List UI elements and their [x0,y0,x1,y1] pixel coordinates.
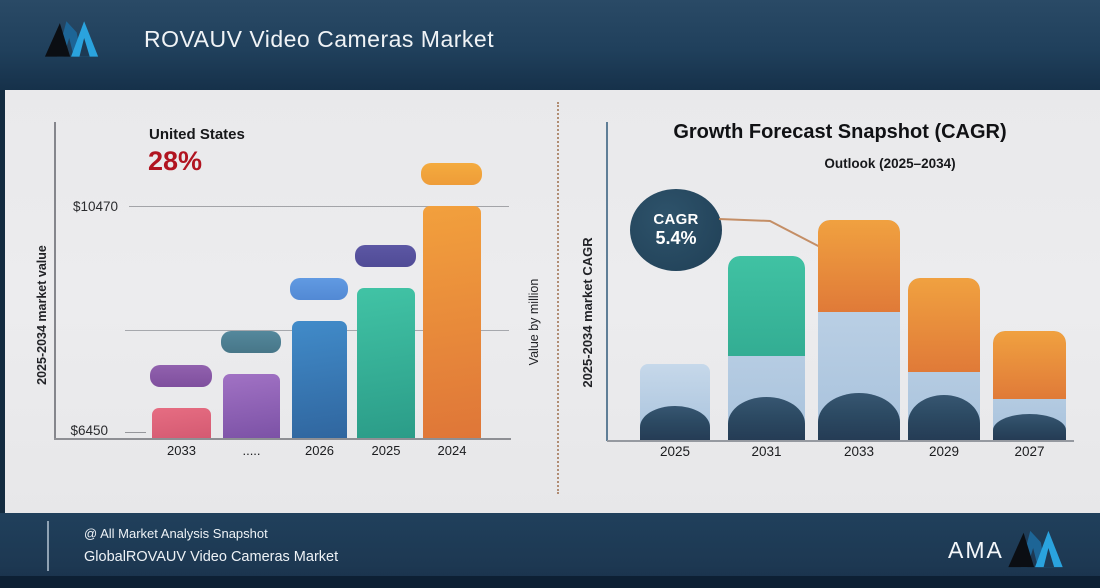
page-title: ROVAUV Video Cameras Market [144,26,495,52]
footer-brand-text: AMA [948,537,1004,563]
right-x-tick-2025: 2025 [659,444,691,459]
left-bar-cap-2033 [150,364,212,387]
footer-note-line2: GlobalROVAUV Video Cameras Market [84,549,339,565]
right-bar-2033 [818,220,900,440]
cagr-badge: CAGR 5.4% [630,189,722,271]
right-bar-2027-top-segment [993,331,1066,399]
right-x-tick-2033: 2033 [843,444,875,459]
region-label: United States [149,126,245,143]
right-y-axis-label: 2025-2034 market CAGR [580,237,595,388]
left-x-tick-2025: 2025 [371,443,401,458]
right-bar-2025 [640,364,710,440]
left-x-tick-2026: 2026 [305,443,334,458]
left-bar-cap-2026 [290,277,348,300]
right-bar-2027 [993,331,1066,440]
y-tick-6450: $6450 [70,423,108,438]
left-tick-6450 [125,432,146,434]
header: ROVAUV Video Cameras Market [0,0,1100,90]
left-x-axis [54,438,511,440]
left-bar-2033 [152,407,211,438]
left-y-axis [54,122,56,439]
cagr-badge-label: CAGR [653,211,699,228]
right-bar-2031-base-segment [728,397,805,440]
right-bar-2029-base-segment [908,395,980,440]
footer-note-line1: @ All Market Analysis Snapshot [84,526,268,541]
right-bar-2031-top-segment [728,256,805,356]
left-right-axis-label: Value by million [527,278,541,366]
left-x-tick-.....: ..... [242,443,261,458]
cagr-badge-value: 5.4% [655,228,697,248]
left-bar-cap-..... [221,330,281,353]
footer-divider-line [47,521,49,571]
right-bar-2029-top-segment [908,278,980,372]
left-x-tick-2033: 2033 [167,443,196,458]
panel-divider [557,102,559,494]
footer-brand-logo-icon [1008,530,1063,568]
right-y-axis [606,122,608,441]
right-bar-2029 [908,278,980,440]
right-chart-subtitle: Outlook (2025–2034) [824,156,956,171]
y-tick-10470: $10470 [72,199,118,214]
right-x-axis [607,440,1074,442]
right-bar-2031 [728,256,805,440]
left-bar-cap-2025 [355,245,416,268]
right-x-tick-2031: 2031 [751,444,782,459]
right-bar-2033-base-segment [818,393,900,440]
left-gridline-top [129,206,509,208]
right-x-tick-2027: 2027 [1014,444,1045,459]
left-bar-..... [223,373,280,438]
left-bar-cap-2024 [421,163,482,185]
right-bar-2033-top-segment [818,220,900,312]
brand-logo-icon [44,21,99,57]
footer-bottom-strip [0,576,1100,588]
right-bar-2025-base-segment [640,406,710,440]
left-y-axis-label: 2025-2034 market value [35,245,49,385]
region-highlight-value: 28% [148,146,203,176]
left-bar-2026 [292,320,347,438]
left-bar-2025 [357,288,415,438]
left-x-tick-2024: 2024 [437,443,467,458]
right-x-tick-2029: 2029 [928,444,960,459]
footer: @ All Market Analysis Snapshot GlobalROV… [0,513,1100,588]
right-bar-2027-base-segment [993,414,1066,440]
left-bar-2024 [423,206,481,438]
right-chart-title: Growth Forecast Snapshot (CAGR) [673,121,1007,143]
